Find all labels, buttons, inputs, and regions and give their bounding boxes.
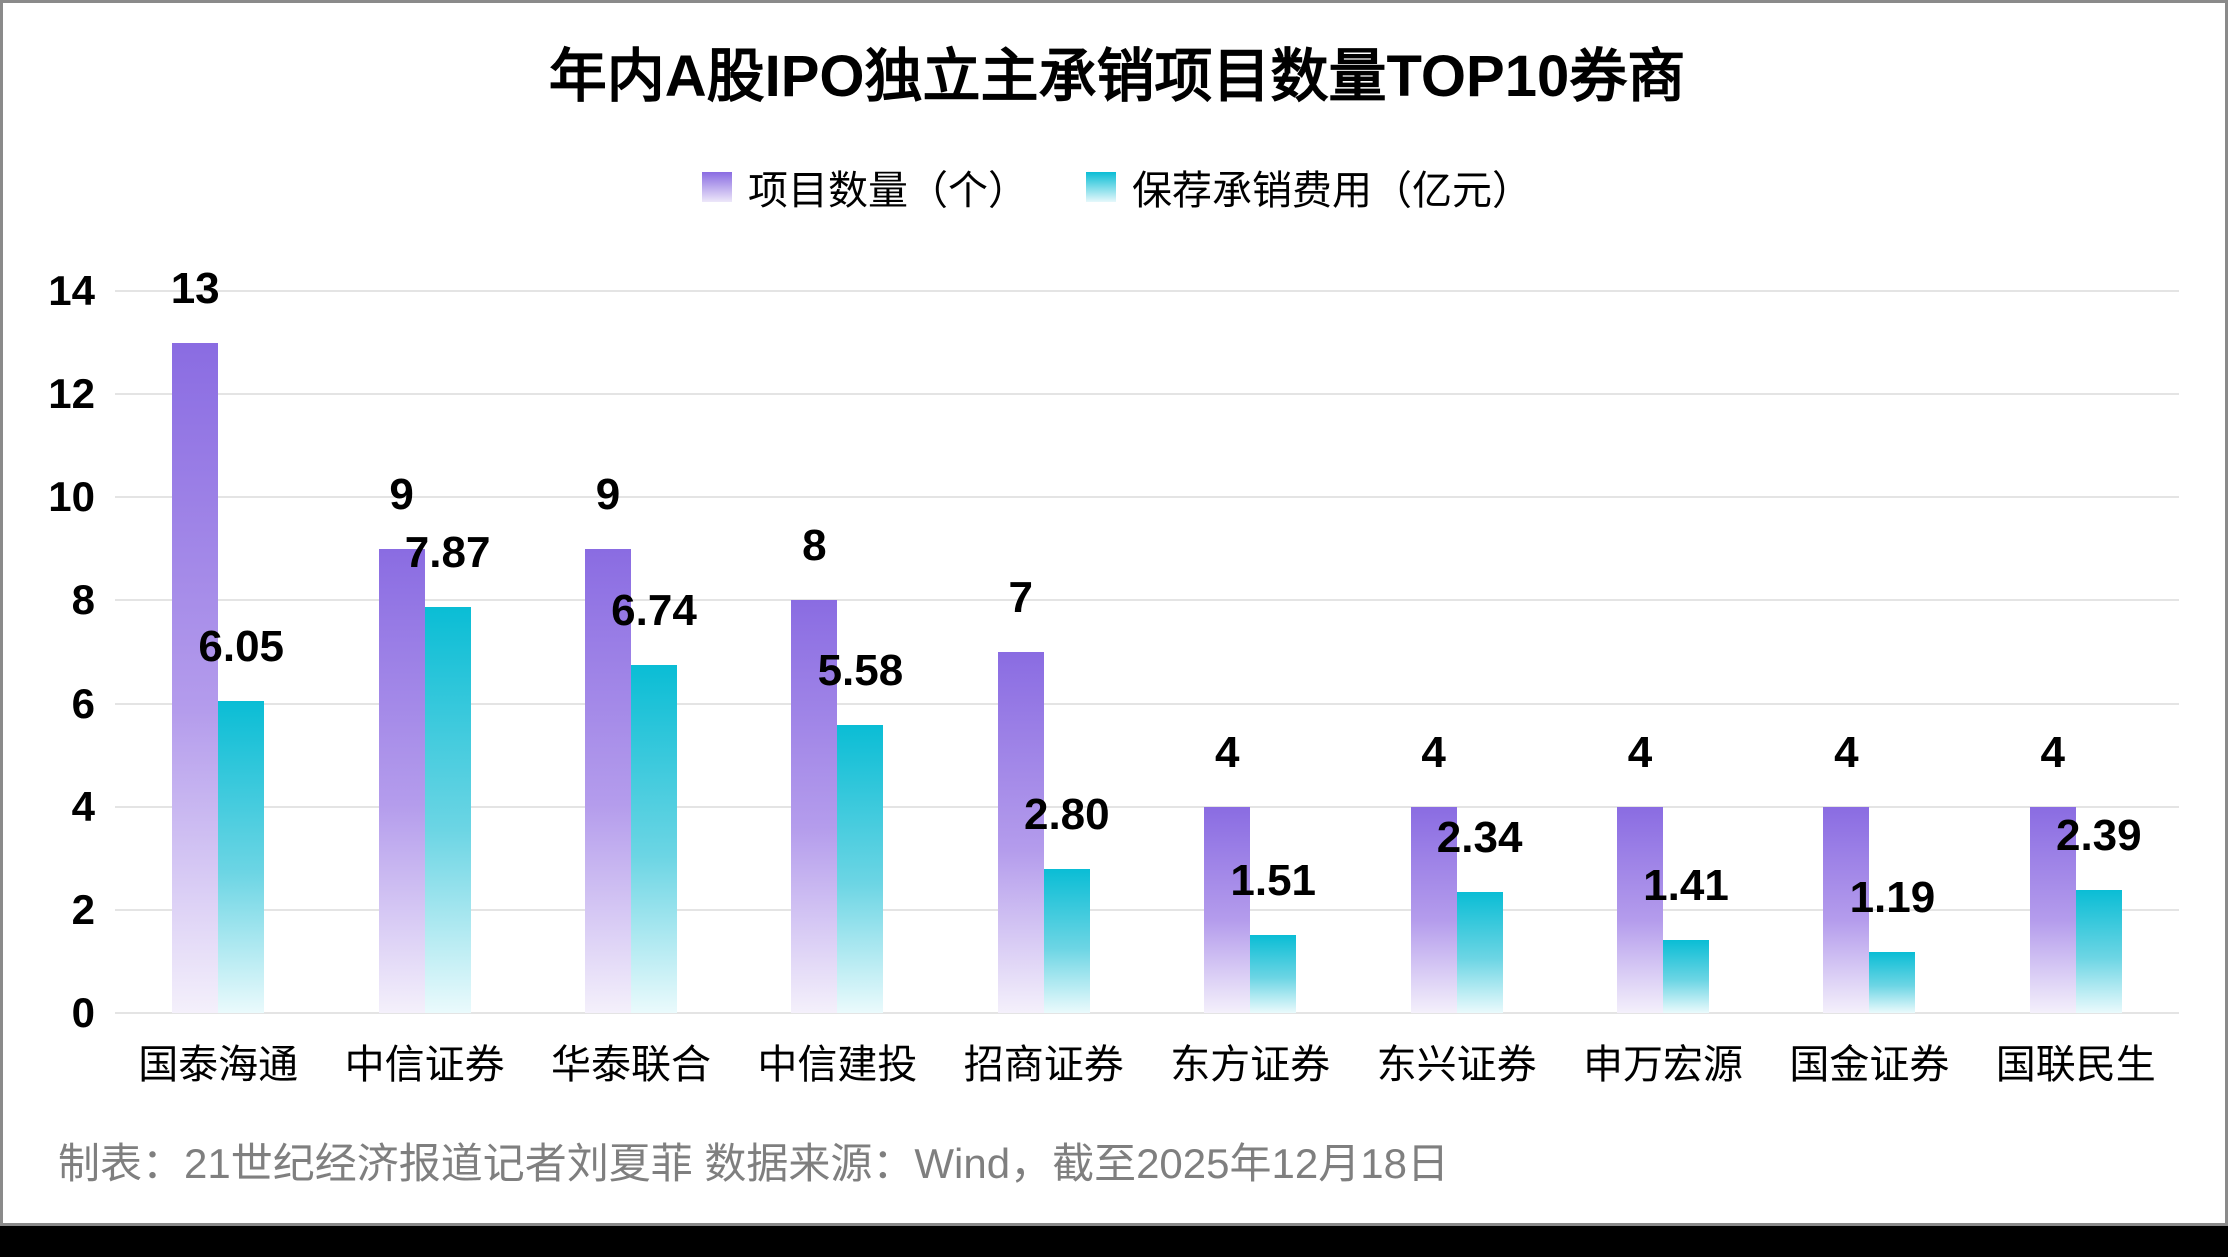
fee-value-label: 1.41 [1643,861,1729,911]
chart-title: 年内A股IPO独立主承销项目数量TOP10券商 [548,44,1686,109]
projects-value-label: 4 [2040,727,2066,777]
category-label: 国金证券 [1789,1043,1950,1087]
fee-bar [837,725,884,1013]
fee-value-label: 2.39 [2055,810,2142,860]
projects-value-label: 7 [1008,573,1034,622]
gridline [115,599,2179,602]
y-axis-label: 2 [71,885,95,933]
legend-label-projects: 项目数量（个） [748,169,1028,213]
gridline [115,702,2179,705]
fee-bar [424,607,471,1013]
legend-swatch-fees-icon [1086,172,1116,202]
projects-bar [1823,806,1870,1013]
y-axis-label: 0 [71,989,95,1036]
y-axis-label: 12 [48,370,95,418]
fee-bar [1663,940,1709,1013]
gridline [115,908,2179,911]
projects-value-label: 4 [1627,727,1653,777]
chart-panel: 0 2 4 6 8 10 12 14 13 6.05 国泰海通 9 7.87 中信证券 9 6.74 华泰联合 8… [0,0,2228,1226]
projects-value-label: 8 [802,521,827,571]
projects-bar [172,342,219,1013]
category-label: 华泰联合 [551,1043,711,1087]
fee-bar [218,700,265,1013]
y-axis-label: 14 [48,267,95,314]
projects-value-label: 4 [1421,727,1446,777]
fee-value-label: 2.80 [1023,789,1110,839]
fee-bar [1250,935,1297,1013]
projects-bar [1204,806,1251,1013]
fee-value-label: 6.05 [198,621,285,671]
projects-bar [378,548,425,1013]
bottom-bar [0,1226,2228,1257]
category-label: 国泰海通 [138,1043,299,1087]
category-label: 中信证券 [344,1043,505,1087]
fee-bar [1456,892,1503,1013]
legend-item-projects: 项目数量（个） [702,158,1028,216]
projects-bar [1617,806,1663,1013]
fee-bar [1869,951,1916,1013]
fee-value-label: 6.74 [611,586,697,636]
fee-bar [631,665,677,1013]
category-label: 东方证券 [1170,1043,1331,1087]
y-axis-label: 4 [71,782,95,830]
legend-label-fees: 保荐承销费用（亿元） [1132,169,1532,213]
legend: 项目数量（个） 保荐承销费用（亿元） [3,159,2228,215]
projects-value-label: 4 [1214,727,1240,777]
gridline [115,290,2179,292]
gridline [115,496,2179,499]
gridline [115,1012,2179,1014]
category-label: 国联民生 [1995,1043,2156,1087]
fee-bar [1043,868,1090,1013]
fee-value-label: 2.34 [1436,813,1523,863]
fee-value-label: 5.58 [817,646,904,696]
footer-note: 制表：21世纪经济报道记者刘夏菲 数据来源：Wind，截至2025年12月18日 [58,1140,1449,1187]
fee-value-label: 7.87 [404,528,491,578]
legend-item-fees: 保荐承销费用（亿元） [1086,158,1532,216]
projects-value-label: 4 [1834,727,1859,777]
y-axis-label: 6 [71,679,95,727]
plot-area: 0 2 4 6 8 10 12 14 13 6.05 国泰海通 9 7.87 中信证券 9 6.74 华泰联合 8… [3,3,2228,1229]
projects-value-label: 9 [389,469,414,519]
gridline [115,393,2179,396]
category-label: 东兴证券 [1376,1043,1537,1087]
gridline [115,805,2179,808]
projects-bar [997,652,1044,1013]
projects-value-label: 9 [595,469,621,519]
category-label: 招商证券 [963,1043,1124,1087]
fee-value-label: 1.51 [1230,856,1317,906]
fee-value-label: 1.19 [1849,872,1936,922]
category-label: 中信建投 [757,1043,918,1087]
projects-value-label: 13 [170,263,220,313]
y-axis-label: 10 [48,473,95,521]
category-label: 申万宏源 [1583,1043,1743,1087]
legend-swatch-projects-icon [702,172,732,202]
projects-bar [1410,806,1457,1013]
projects-bar [791,600,838,1013]
projects-bar [2029,806,2076,1013]
fee-bar [2075,889,2122,1013]
y-axis-label: 8 [71,576,95,624]
projects-bar [585,548,631,1013]
